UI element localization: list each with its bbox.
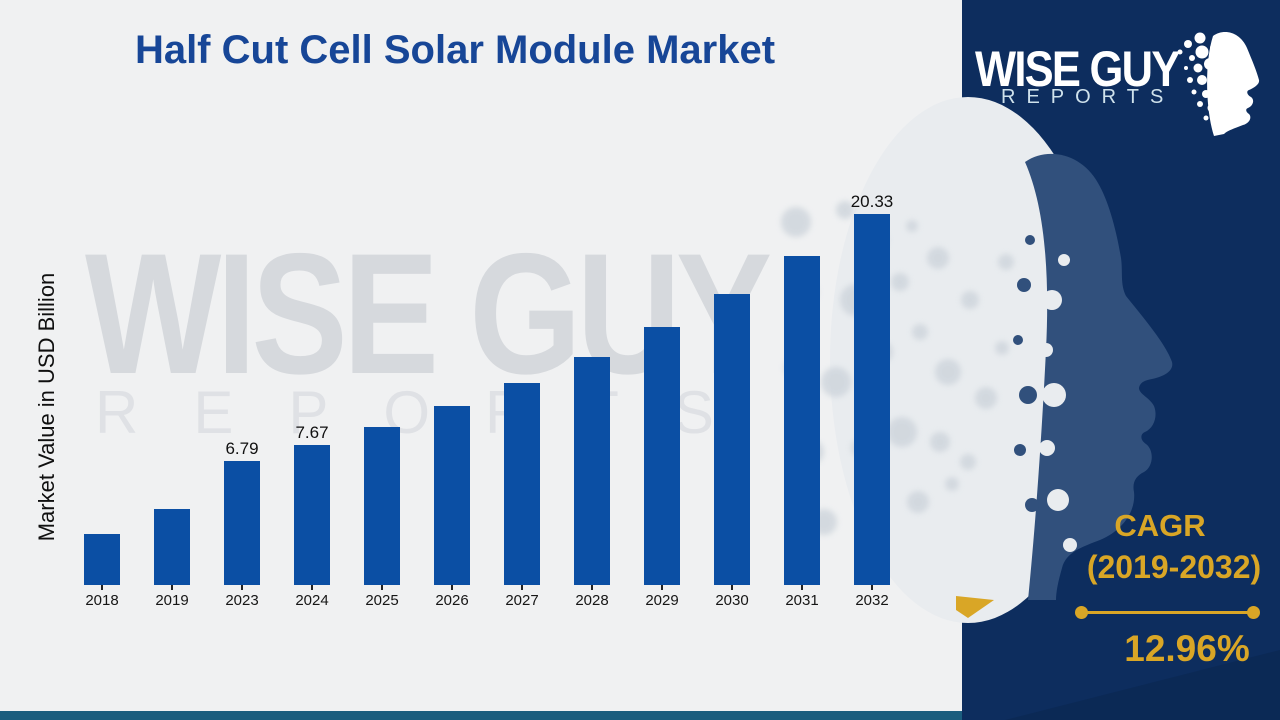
- x-tick-label-2019: 2019: [155, 592, 189, 609]
- watermark-reports-text: REPORTS: [95, 379, 769, 446]
- brand-logo-face-icon: [1177, 32, 1260, 136]
- cagr-divider-right-dot: [1247, 606, 1260, 619]
- bar-2025: [364, 427, 400, 585]
- chart-title: Half Cut Cell Solar Module Market: [134, 28, 776, 72]
- bar-2029: [644, 327, 680, 585]
- x-tick-label-2032: 2032: [855, 592, 889, 609]
- x-tick-label-2023: 2023: [225, 592, 259, 609]
- bar-2019: [154, 509, 190, 585]
- bar-value-label-2024: 7.67: [295, 423, 329, 442]
- x-tick-2031: [801, 585, 803, 590]
- bar-2018: [84, 534, 120, 585]
- x-tick-2028: [591, 585, 593, 590]
- brand-logo-text: WISE GUY: [975, 41, 1180, 97]
- bar-2031: [784, 256, 820, 585]
- cagr-period: (2019-2032): [1086, 549, 1262, 585]
- x-tick-2025: [381, 585, 383, 590]
- x-tick-2027: [521, 585, 523, 590]
- bar-2026: [434, 406, 470, 585]
- x-tick-2019: [171, 585, 173, 590]
- bar-2024: [294, 445, 330, 585]
- bar-2028: [574, 357, 610, 585]
- cagr-value: 12.96%: [1124, 628, 1250, 669]
- x-tick-2026: [451, 585, 453, 590]
- brand-logo-subtext: REPORTS: [1001, 86, 1175, 108]
- x-tick-label-2027: 2027: [505, 592, 539, 609]
- x-tick-label-2029: 2029: [645, 592, 679, 609]
- x-tick-label-2018: 2018: [85, 592, 119, 609]
- x-tick-label-2024: 2024: [295, 592, 329, 609]
- x-tick-label-2028: 2028: [575, 592, 609, 609]
- bar-2027: [504, 383, 540, 585]
- x-tick-2023: [241, 585, 243, 590]
- x-tick-label-2031: 2031: [785, 592, 819, 609]
- x-tick-2030: [731, 585, 733, 590]
- bar-2023: [224, 461, 260, 585]
- x-tick-label-2030: 2030: [715, 592, 749, 609]
- x-tick-2029: [661, 585, 663, 590]
- cagr-divider-left-dot: [1075, 606, 1088, 619]
- x-tick-label-2026: 2026: [435, 592, 469, 609]
- x-tick-2024: [311, 585, 313, 590]
- bar-value-label-2032: 20.33: [850, 192, 894, 211]
- bar-2030: [714, 294, 750, 585]
- cagr-heading: CAGR: [1114, 508, 1206, 543]
- bar-2032: [854, 214, 890, 585]
- bar-value-label-2023: 6.79: [225, 439, 259, 458]
- x-tick-label-2025: 2025: [365, 592, 399, 609]
- plot-area: 2018 2019 6.79 2023 7.67 2024 2025 2026 2027 2028…: [84, 192, 894, 609]
- x-tick-2032: [871, 585, 873, 590]
- cagr-divider: [1075, 606, 1260, 619]
- x-tick-2018: [101, 585, 103, 590]
